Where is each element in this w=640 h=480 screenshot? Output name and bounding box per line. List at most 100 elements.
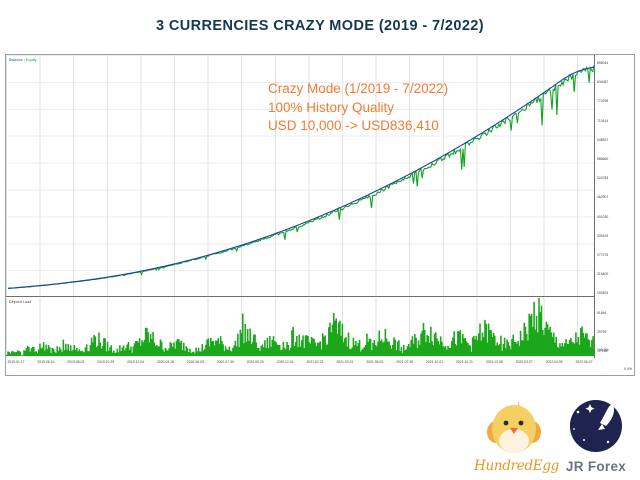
deposit-load-bar <box>315 346 318 356</box>
deposit-load-bar <box>351 347 353 356</box>
annotation-line-1: Crazy Mode (1/2019 - 7/2022) <box>268 81 449 96</box>
deposit-load-bar <box>34 351 36 356</box>
hundred-egg-logo: HundredEgg <box>474 396 559 474</box>
deposit-load-bar <box>261 344 264 356</box>
deposit-load-bar <box>481 332 484 356</box>
deposit-load-bar <box>223 351 226 356</box>
deposit-load-bar <box>368 338 371 356</box>
deposit-load-bar <box>289 347 292 356</box>
deposit-load-bar <box>495 345 497 356</box>
deposit-load-bar <box>439 336 442 356</box>
deposit-load-bar <box>436 338 438 356</box>
deposit-load-bar <box>576 342 578 356</box>
deposit-load-bar <box>222 344 224 356</box>
deposit-load-bar <box>369 338 372 356</box>
deposit-load-bar <box>52 348 55 356</box>
deposit-load-bar <box>265 347 267 356</box>
deposit-load-bar <box>49 347 51 356</box>
deposit-load-bar <box>487 323 490 356</box>
deposit-load-bar <box>68 350 71 356</box>
deposit-load-bar <box>124 350 126 356</box>
x-axis-tick: 2019.10.29 <box>97 360 115 364</box>
deposit-load-bar <box>390 348 393 356</box>
deposit-load-bar <box>455 345 458 356</box>
deposit-load-bar <box>575 332 577 356</box>
deposit-load-bar <box>151 339 153 356</box>
y-axis-tick: 462907 <box>597 195 609 200</box>
deposit-load-bar <box>374 345 377 356</box>
deposit-load-bar <box>389 345 392 356</box>
deposit-load-bar <box>235 346 238 356</box>
deposit-load-bar <box>396 341 399 356</box>
deposit-load-bar <box>10 351 13 356</box>
deposit-load-bar <box>79 351 82 356</box>
deposit-load-bar <box>76 348 78 356</box>
deposit-load-bar <box>237 333 239 356</box>
deposit-load-bar <box>14 352 17 356</box>
deposit-load-bar <box>485 323 487 356</box>
deposit-load-bar <box>474 339 476 356</box>
deposit-load-bar <box>437 340 440 356</box>
deposit-load-bar <box>80 350 83 356</box>
deposit-load-bar <box>219 336 222 356</box>
deposit-load-bar <box>185 346 188 356</box>
deposit-load-bar <box>259 351 261 356</box>
deposit-load-bar <box>511 338 513 356</box>
deposit-load-bar <box>484 319 486 356</box>
deposit-load-bar <box>82 351 84 356</box>
deposit-load-bar <box>67 344 70 356</box>
deposit-load-bar <box>406 346 409 356</box>
deposit-load-bar <box>119 345 121 356</box>
deposit-load-bar <box>197 347 200 356</box>
y-axis-tick: 834087 <box>597 80 609 85</box>
y-axis-tick: 339153 <box>597 233 609 238</box>
deposit-load-bar <box>460 343 463 356</box>
deposit-load-bar <box>527 340 529 356</box>
deposit-load-bar <box>214 340 217 356</box>
deposit-load-bar <box>25 347 28 356</box>
deposit-load-bar <box>122 345 125 356</box>
deposit-load-bar <box>523 322 526 356</box>
deposit-load-bar <box>571 342 573 356</box>
deposit-load-bar <box>313 338 315 356</box>
deposit-load-bar <box>345 337 347 356</box>
deposit-load-bar <box>323 336 325 356</box>
deposit-load-bar <box>168 348 170 356</box>
deposit-load-bar <box>458 331 460 356</box>
deposit-load-bar <box>244 324 247 356</box>
deposit-load-bar <box>401 352 404 356</box>
deposit-load-bar <box>158 346 160 356</box>
deposit-load-bar <box>312 338 314 356</box>
y-axis-tick: 772298 <box>597 99 609 104</box>
deposit-load-bar <box>457 331 459 356</box>
x-axis-tick: 2022.04.05 <box>545 360 563 364</box>
deposit-load-bar <box>357 342 360 356</box>
deposit-load-bar <box>404 350 406 356</box>
deposit-load-bar <box>412 343 415 356</box>
deposit-load-bar <box>6 355 8 356</box>
deposit-load-bar <box>339 320 341 356</box>
deposit-load-bar <box>126 344 129 356</box>
deposit-load-bar <box>568 339 571 356</box>
deposit-load-bar <box>242 313 244 356</box>
deposit-load-bar <box>152 331 154 356</box>
deposit-load-bar <box>116 348 119 356</box>
x-axis-tick: 2021.03.31 <box>336 360 354 364</box>
deposit-load-bar <box>450 341 453 356</box>
deposit-load-bar <box>292 326 294 356</box>
deposit-load-bar <box>493 335 496 356</box>
deposit-load-bar <box>228 346 231 356</box>
deposit-load-bar <box>438 344 441 356</box>
deposit-load-bar <box>255 342 258 356</box>
deposit-load-bar <box>545 321 548 356</box>
x-axis-tick: 2019.06.10 <box>37 360 55 364</box>
deposit-load-bar <box>108 350 110 356</box>
deposit-load-bar <box>13 352 15 356</box>
deposit-load-bar <box>490 330 492 356</box>
deposit-load-bar <box>578 344 581 356</box>
deposit-load-bar <box>334 320 336 356</box>
deposit-load-bar <box>561 342 564 356</box>
equity-curve-svg <box>7 65 594 289</box>
deposit-load-bar <box>577 337 580 356</box>
deposit-load-bar <box>240 333 243 356</box>
